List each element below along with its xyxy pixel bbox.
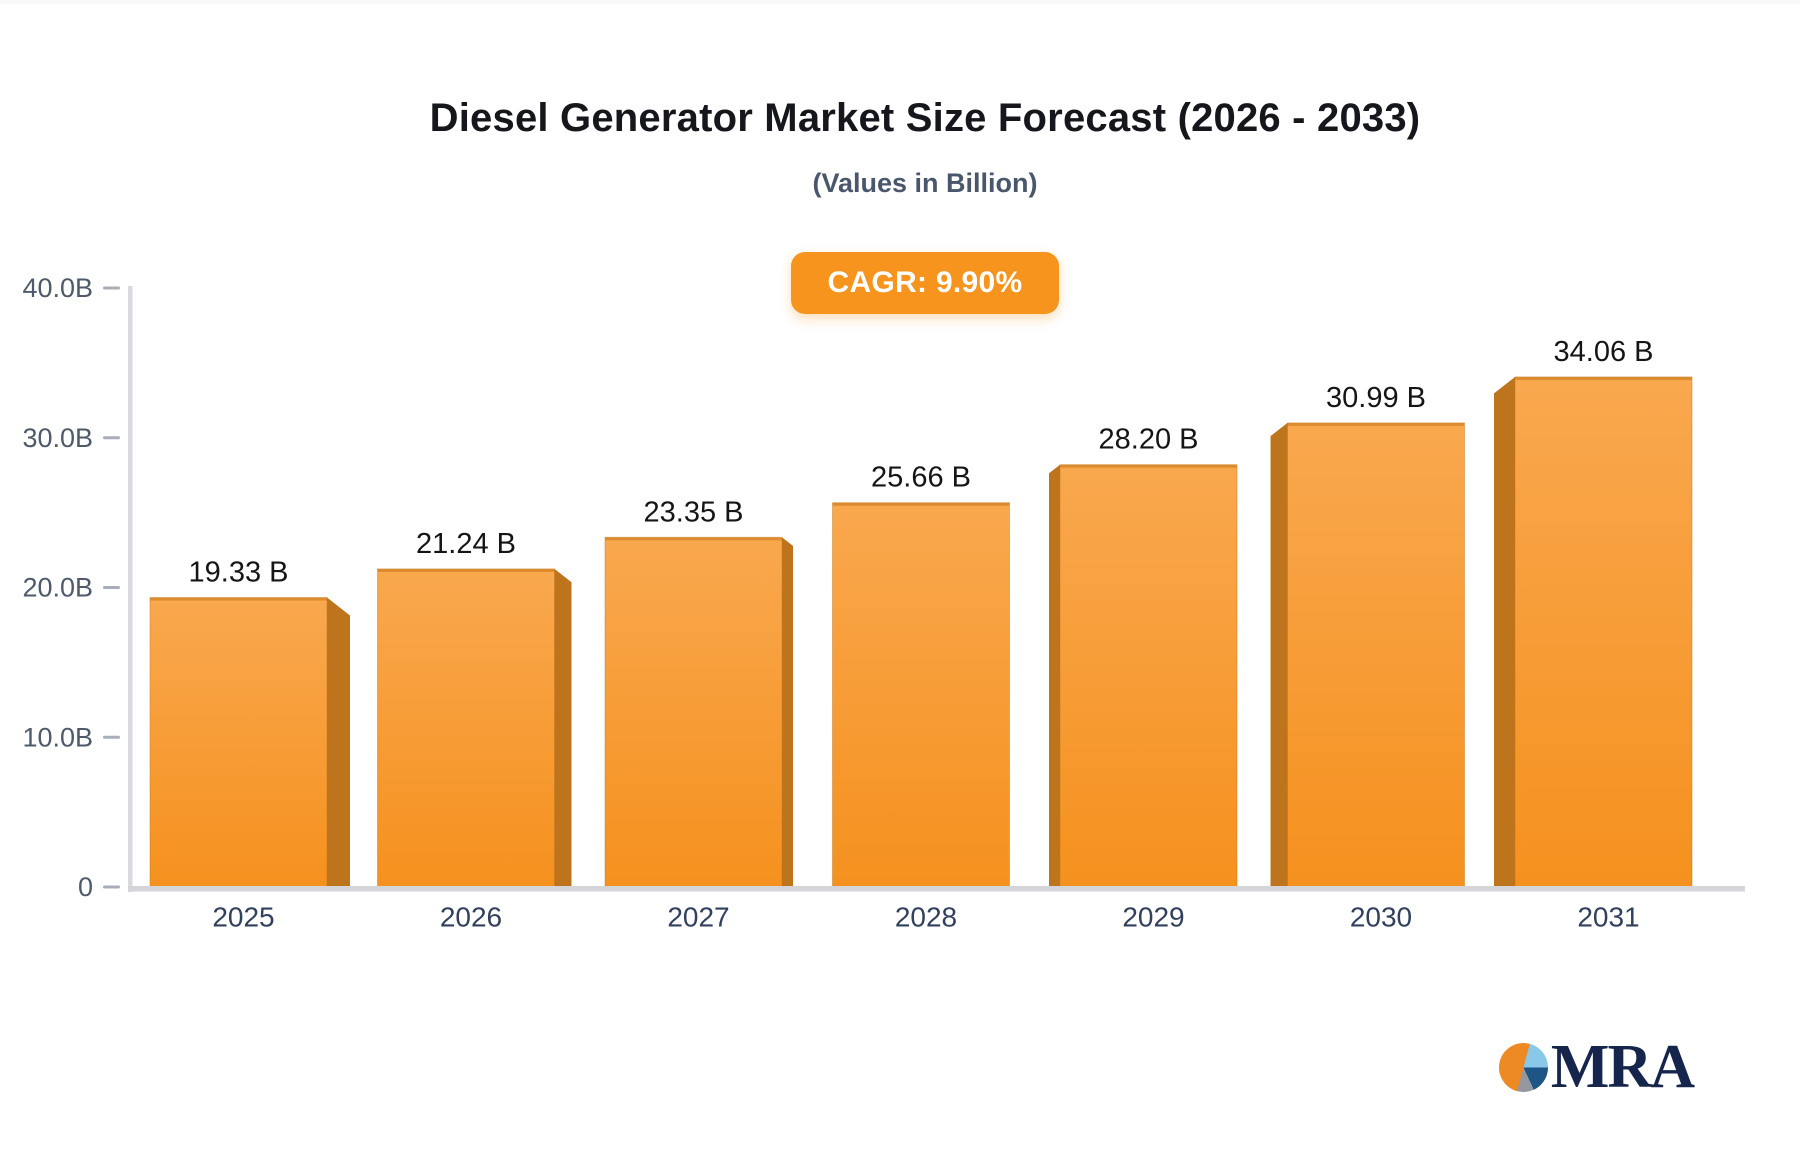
bar-value-label: 23.35 B bbox=[644, 496, 744, 528]
y-axis-tick-label: 20.0B bbox=[22, 573, 93, 603]
x-axis-label: 2026 bbox=[440, 902, 502, 933]
bar-top-edge bbox=[150, 597, 327, 601]
bar-value-label: 21.24 B bbox=[416, 528, 516, 560]
bar-group-2031: 34.06 B 2031 bbox=[1494, 336, 1693, 933]
x-axis-label: 2028 bbox=[895, 902, 957, 933]
bar-side-face bbox=[1270, 422, 1288, 886]
x-axis-baseline bbox=[128, 886, 1745, 892]
x-axis-label: 2025 bbox=[212, 902, 274, 933]
bar-2027 bbox=[604, 536, 783, 888]
brand-logo: MRA bbox=[1498, 1033, 1695, 1101]
bar-top-edge bbox=[605, 537, 782, 541]
bar-2026 bbox=[377, 568, 555, 888]
bar-2028 bbox=[832, 502, 1010, 888]
y-axis-tick-label: 40.0B bbox=[22, 273, 93, 303]
bar-group-2030: 30.99 B 2030 bbox=[1270, 382, 1465, 933]
bar-side-face bbox=[1494, 376, 1515, 886]
y-axis-tick-label: 30.0B bbox=[22, 423, 93, 453]
y-axis-tick bbox=[103, 735, 120, 739]
bar-group-2026: 21.24 B 2026 bbox=[377, 528, 572, 933]
bar-side-face bbox=[554, 568, 572, 886]
bar-top-edge bbox=[1515, 376, 1692, 380]
bar-2031 bbox=[1514, 376, 1693, 888]
y-axis-tick-label: 10.0B bbox=[22, 722, 93, 752]
y-axis-tick bbox=[103, 286, 120, 290]
chart-title: Diesel Generator Market Size Forecast (2… bbox=[429, 96, 1421, 140]
bar-top-edge bbox=[1287, 422, 1465, 426]
x-axis-label: 2027 bbox=[667, 902, 729, 933]
bar-value-label: 19.33 B bbox=[189, 557, 289, 589]
bar-side-face bbox=[782, 537, 793, 886]
cagr-badge: CAGR: 9.90% bbox=[791, 252, 1059, 314]
top-strip bbox=[0, 0, 1800, 4]
chart-subtitle: (Values in Billion) bbox=[812, 168, 1038, 198]
brand-name: MRA bbox=[1550, 1033, 1695, 1101]
bar-side-face bbox=[1049, 464, 1060, 886]
bar-side-face bbox=[327, 597, 350, 886]
bar-group-2028: 25.66 B 2028 bbox=[832, 462, 1010, 933]
x-axis-label: 2031 bbox=[1577, 902, 1639, 933]
bar-top-edge bbox=[832, 502, 1010, 506]
pie-logo-icon bbox=[1498, 1042, 1548, 1092]
bar-top-edge bbox=[1060, 464, 1237, 468]
bar-value-label: 25.66 B bbox=[871, 462, 971, 494]
y-axis-line bbox=[128, 286, 133, 892]
y-axis-tick bbox=[103, 885, 120, 889]
bar-2029 bbox=[1059, 464, 1238, 888]
x-axis-label: 2030 bbox=[1350, 902, 1412, 933]
y-axis-tick-label: 0 bbox=[78, 872, 93, 902]
bar-value-label: 34.06 B bbox=[1554, 336, 1654, 368]
bar-top-edge bbox=[377, 568, 555, 572]
y-axis-tick bbox=[103, 436, 120, 440]
bar-group-2029: 28.20 B 2029 bbox=[1049, 424, 1238, 933]
x-axis-label: 2029 bbox=[1122, 902, 1184, 933]
bar-group-2027: 23.35 B 2027 bbox=[604, 496, 793, 933]
y-axis-tick bbox=[103, 586, 120, 589]
bar-group-2025: 19.33 B 2025 bbox=[149, 557, 350, 933]
bar-2025 bbox=[149, 597, 328, 888]
bar-2030 bbox=[1287, 422, 1465, 888]
cagr-badge-row: CAGR: 9.90% bbox=[50, 252, 1800, 314]
bar-value-label: 28.20 B bbox=[1099, 424, 1199, 456]
bar-value-label: 30.99 B bbox=[1326, 382, 1426, 414]
